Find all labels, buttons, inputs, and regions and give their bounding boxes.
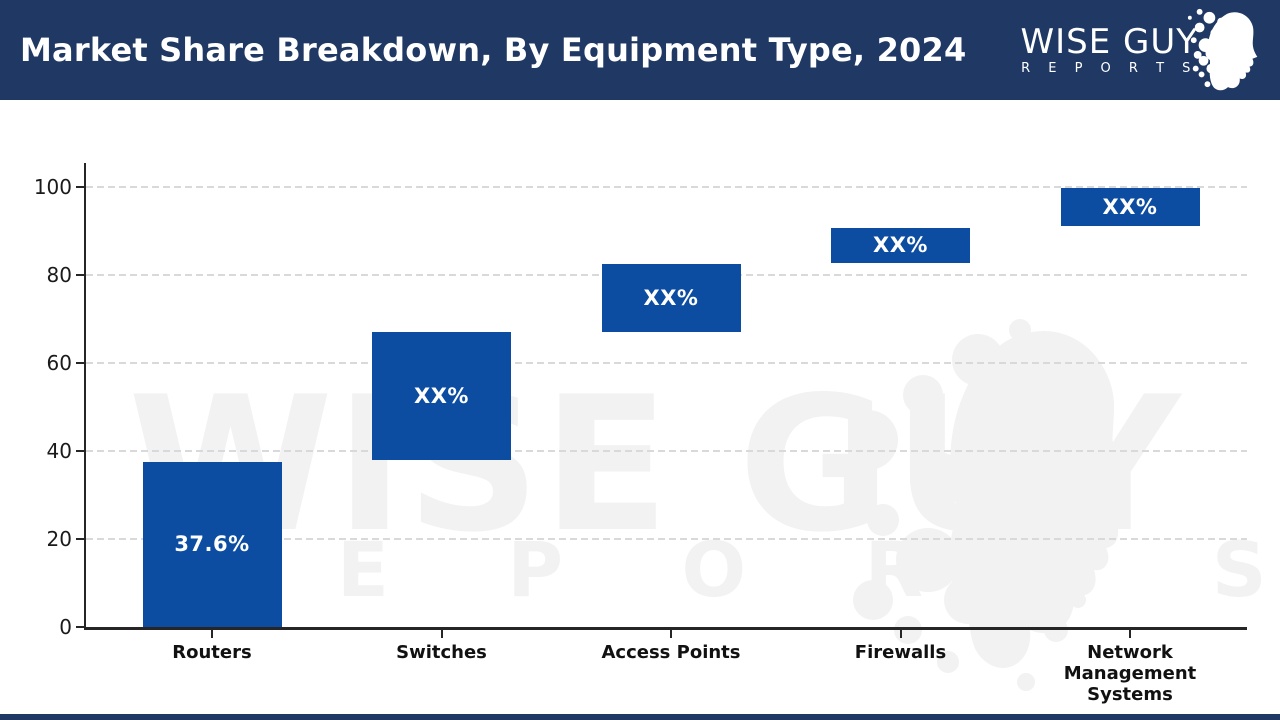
chart: WISE GUY R E P O R T S 0 20 40 60 80 100 37.6%…: [0, 100, 1280, 714]
bar-value-label: XX%: [643, 285, 699, 310]
footer-accent-strip: [0, 714, 1280, 720]
watermark-head-profile-dots-icon: [848, 319, 1130, 691]
header: Market Share Breakdown, By Equipment Typ…: [0, 0, 1280, 100]
brand-subtext: R E P O R T S: [1021, 60, 1198, 76]
x-axis-category-label: Access Points: [601, 642, 741, 663]
waterfall-bar: 37.6%: [142, 461, 282, 627]
x-axis-tick: [440, 630, 443, 638]
waterfall-bar: XX%: [372, 331, 511, 461]
gridline: [86, 450, 1247, 452]
head-profile-dots-icon: [1187, 8, 1258, 91]
bar-value-label: XX%: [873, 233, 928, 258]
x-axis-category-label: Switches: [396, 642, 487, 663]
gridline: [86, 186, 1247, 188]
y-axis-tick-label: 60: [46, 351, 72, 375]
x-axis-category-label: Routers: [172, 642, 252, 663]
gridline: [86, 538, 1247, 540]
y-axis-tick: [76, 450, 84, 452]
brand-logo-text: WISE GUY R E P O R T S: [1020, 25, 1198, 76]
x-axis-tick: [1129, 630, 1131, 638]
y-axis-tick: [76, 538, 84, 540]
y-axis-tick-label: 0: [59, 615, 72, 639]
y-axis-tick: [76, 274, 84, 276]
page-title: Market Share Breakdown, By Equipment Typ…: [20, 31, 967, 69]
brand-wordmark: WISE GUY: [1020, 21, 1198, 62]
x-axis-spine: [84, 627, 1247, 630]
y-axis-tick-label: 40: [46, 439, 72, 463]
bar-value-label: XX%: [414, 383, 469, 408]
waterfall-bar: XX%: [601, 263, 741, 333]
y-axis-tick-label: 80: [46, 263, 72, 287]
x-axis-tick: [899, 630, 902, 638]
waterfall-bar: XX%: [1060, 187, 1200, 226]
y-axis-tick-label: 20: [46, 527, 72, 551]
x-axis-tick: [211, 630, 213, 638]
bar-value-label: 37.6%: [174, 532, 250, 557]
y-axis-spine: [84, 163, 86, 630]
y-axis-tick: [76, 626, 84, 628]
x-axis-category-label: Network Management Systems: [1063, 642, 1197, 705]
bar-value-label: XX%: [1102, 194, 1158, 219]
x-axis-category-label: Firewalls: [854, 642, 947, 663]
y-axis-tick: [76, 186, 84, 188]
y-axis-tick: [76, 362, 84, 364]
y-axis-tick-label: 100: [33, 175, 72, 199]
waterfall-bar: XX%: [831, 227, 970, 263]
gridline: [86, 362, 1247, 364]
brand-logo: WISE GUY R E P O R T S: [1020, 6, 1280, 94]
x-axis-tick: [670, 630, 672, 638]
